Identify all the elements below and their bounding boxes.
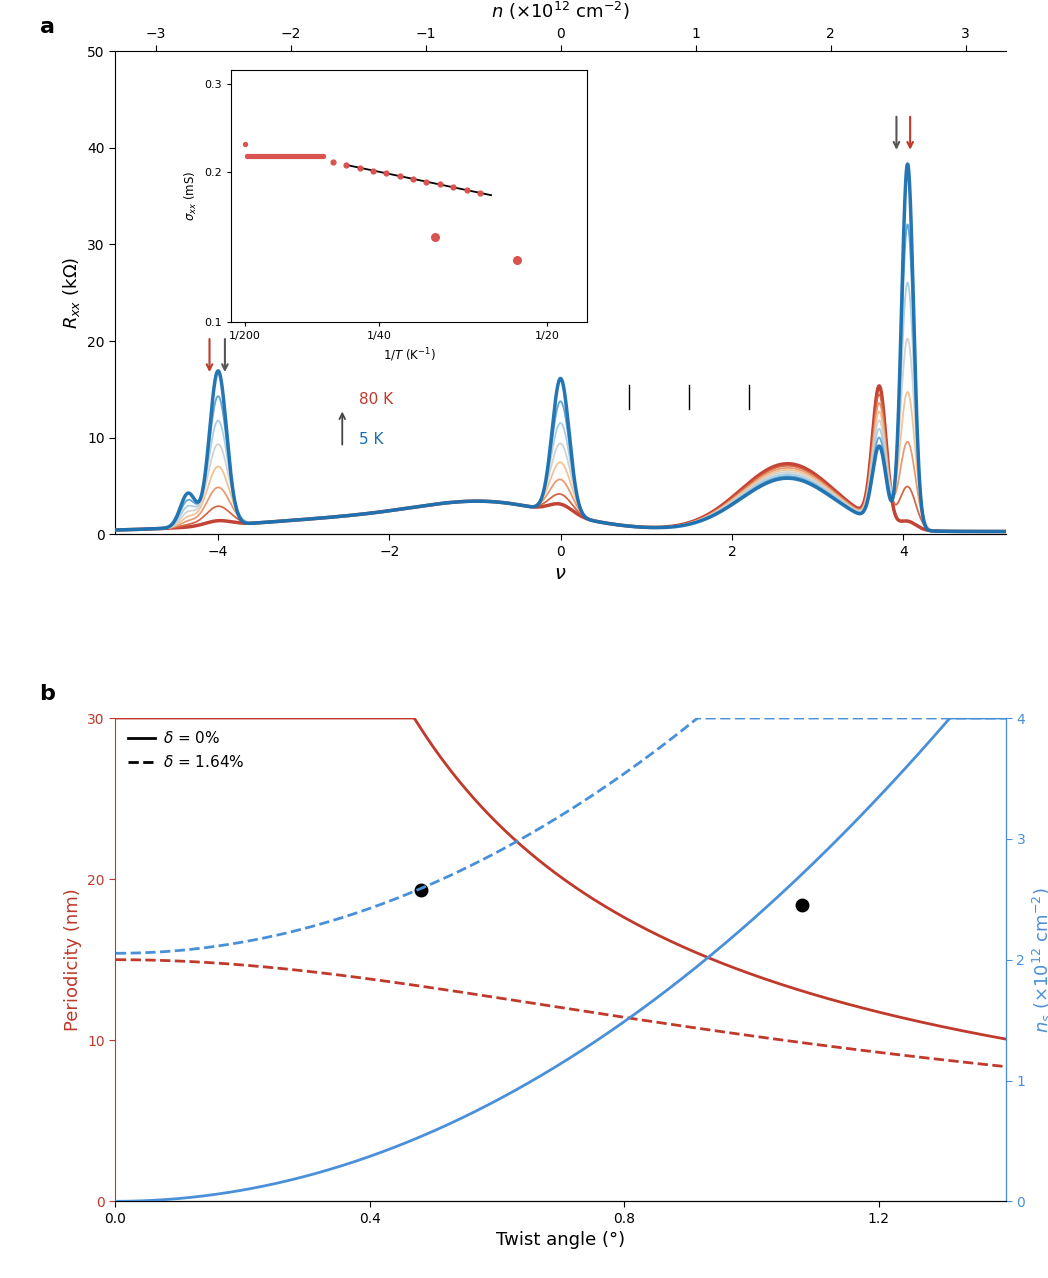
Text: 5 K: 5 K [359, 432, 384, 447]
Text: a: a [40, 17, 54, 37]
X-axis label: $n$ ($\times$10$^{12}$ cm$^{-2}$): $n$ ($\times$10$^{12}$ cm$^{-2}$) [492, 0, 630, 23]
Legend: $\delta$ = 0%, $\delta$ = 1.64%: $\delta$ = 0%, $\delta$ = 1.64% [123, 726, 248, 774]
Y-axis label: $n_s$ ($\times$10$^{12}$ cm$^{-2}$): $n_s$ ($\times$10$^{12}$ cm$^{-2}$) [1031, 887, 1048, 1033]
Text: 80 K: 80 K [359, 391, 393, 406]
Text: b: b [40, 684, 56, 704]
X-axis label: Twist angle (°): Twist angle (°) [496, 1231, 626, 1250]
X-axis label: $\nu$: $\nu$ [554, 565, 567, 583]
Y-axis label: $R_{xx}$ (k$\Omega$): $R_{xx}$ (k$\Omega$) [61, 257, 82, 328]
Y-axis label: Periodicity (nm): Periodicity (nm) [64, 888, 82, 1031]
